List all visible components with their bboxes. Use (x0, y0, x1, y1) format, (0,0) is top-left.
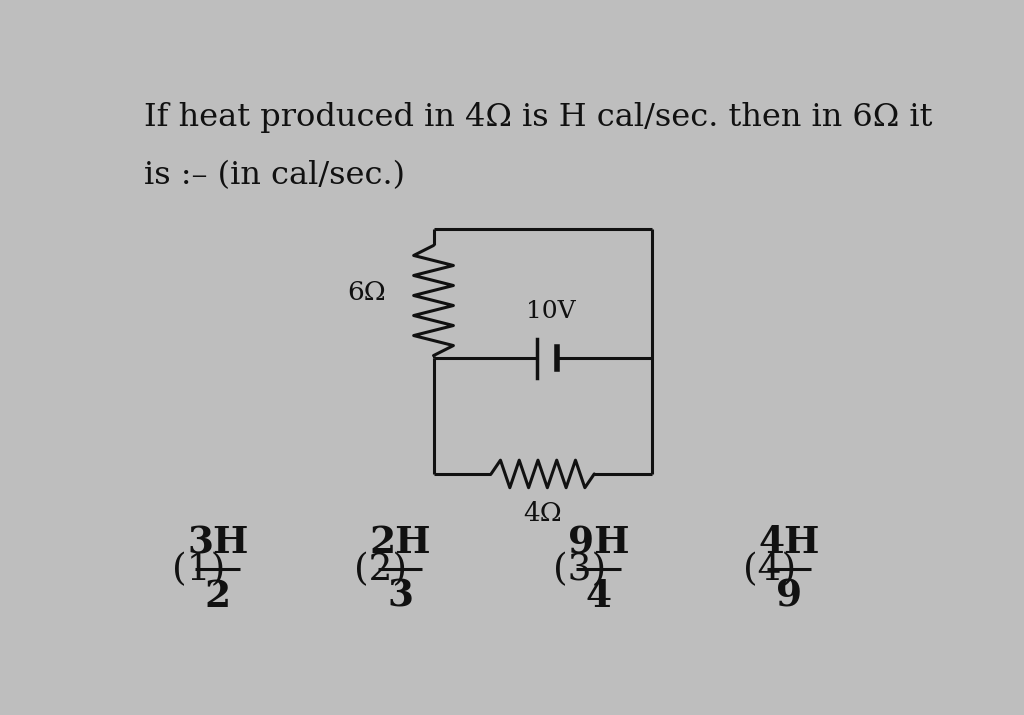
Text: 2: 2 (205, 578, 230, 615)
Text: If heat produced in 4Ω is H cal/sec. then in 6Ω it: If heat produced in 4Ω is H cal/sec. the… (143, 102, 933, 133)
Text: is :– (in cal/sec.): is :– (in cal/sec.) (143, 160, 404, 191)
Text: (1): (1) (172, 552, 225, 588)
Text: 9: 9 (776, 578, 802, 615)
Text: 3H: 3H (187, 524, 249, 561)
Text: 10V: 10V (526, 300, 575, 322)
Text: 3: 3 (387, 578, 414, 615)
Text: (3): (3) (553, 552, 606, 588)
Text: (4): (4) (743, 552, 797, 588)
Text: 2H: 2H (370, 524, 431, 561)
Text: 9H: 9H (568, 524, 630, 561)
Text: 4Ω: 4Ω (523, 501, 562, 526)
Text: 4: 4 (586, 578, 611, 615)
Text: (2): (2) (354, 552, 408, 588)
Text: 6Ω: 6Ω (347, 280, 386, 305)
Text: 4H: 4H (759, 524, 820, 561)
